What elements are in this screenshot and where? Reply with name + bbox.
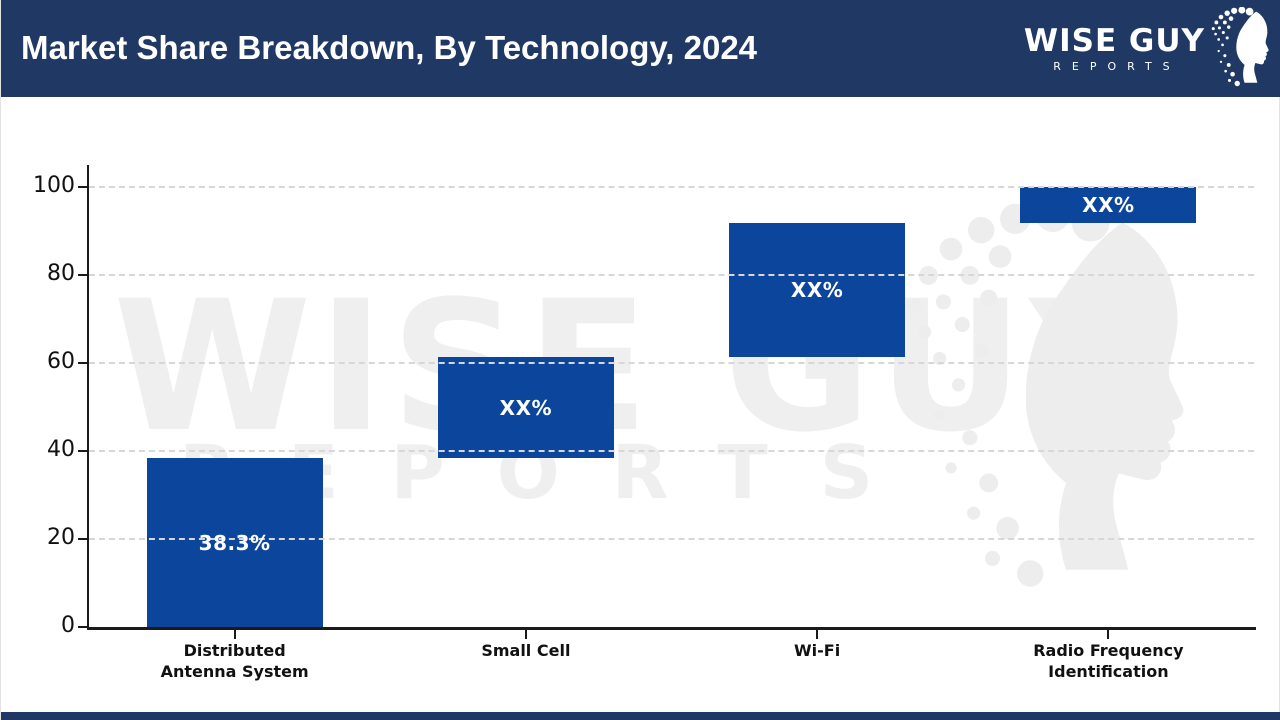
x-tick-label: Wi-Fi <box>794 641 841 660</box>
y-axis-tick <box>78 538 87 540</box>
y-tick-label: 100 <box>33 173 75 198</box>
brand-wordmark: WISE GUY REPORTS <box>1024 25 1205 73</box>
x-axis-tick <box>816 630 819 639</box>
page-title: Market Share Breakdown, By Technology, 2… <box>21 29 758 66</box>
y-axis-line <box>87 165 89 630</box>
x-tick-label: Distributed Antenna System <box>160 641 309 681</box>
bar-value-label: XX% <box>1082 193 1135 218</box>
header-bar: Market Share Breakdown, By Technology, 2… <box>1 0 1280 97</box>
y-axis-tick <box>78 274 87 276</box>
brand-logo: WISE GUY REPORTS <box>1024 4 1269 94</box>
chart-region: 0 20 40 60 80 100 38.3% Distributed Antenna Syst… <box>1 97 1280 712</box>
grid-line <box>89 450 1254 452</box>
y-tick-label: 40 <box>47 437 75 462</box>
brand-subtitle: REPORTS <box>1053 60 1181 73</box>
bar-segment <box>146 458 323 627</box>
y-tick-label: 0 <box>61 613 75 638</box>
y-axis-tick <box>78 450 87 452</box>
grid-line <box>89 362 1254 364</box>
grid-line <box>89 538 1254 540</box>
bar-value-label: XX% <box>499 395 553 420</box>
bar-segment <box>437 357 614 459</box>
bar-value-label: 38.3% <box>198 530 271 555</box>
x-axis-tick <box>233 630 236 639</box>
y-tick-label: 80 <box>47 261 75 286</box>
x-axis-tick <box>524 630 527 639</box>
y-axis-tick <box>78 362 87 364</box>
x-tick-label: Radio Frequency Identification <box>1033 641 1184 681</box>
brand-name: WISE GUY <box>1023 23 1205 59</box>
y-tick-label: 60 <box>47 349 75 374</box>
x-tick-label: Small Cell <box>481 641 571 660</box>
footer-bar <box>1 712 1280 720</box>
y-tick-label: 20 <box>47 525 75 550</box>
y-axis-tick <box>78 186 87 188</box>
grid-line <box>89 274 1254 276</box>
bar-segment <box>729 223 906 358</box>
bar-value-label: XX% <box>790 278 844 303</box>
y-axis-tick <box>78 626 87 628</box>
x-axis-line <box>87 627 1256 630</box>
x-axis-tick <box>1107 630 1110 639</box>
grid-line <box>89 186 1254 188</box>
